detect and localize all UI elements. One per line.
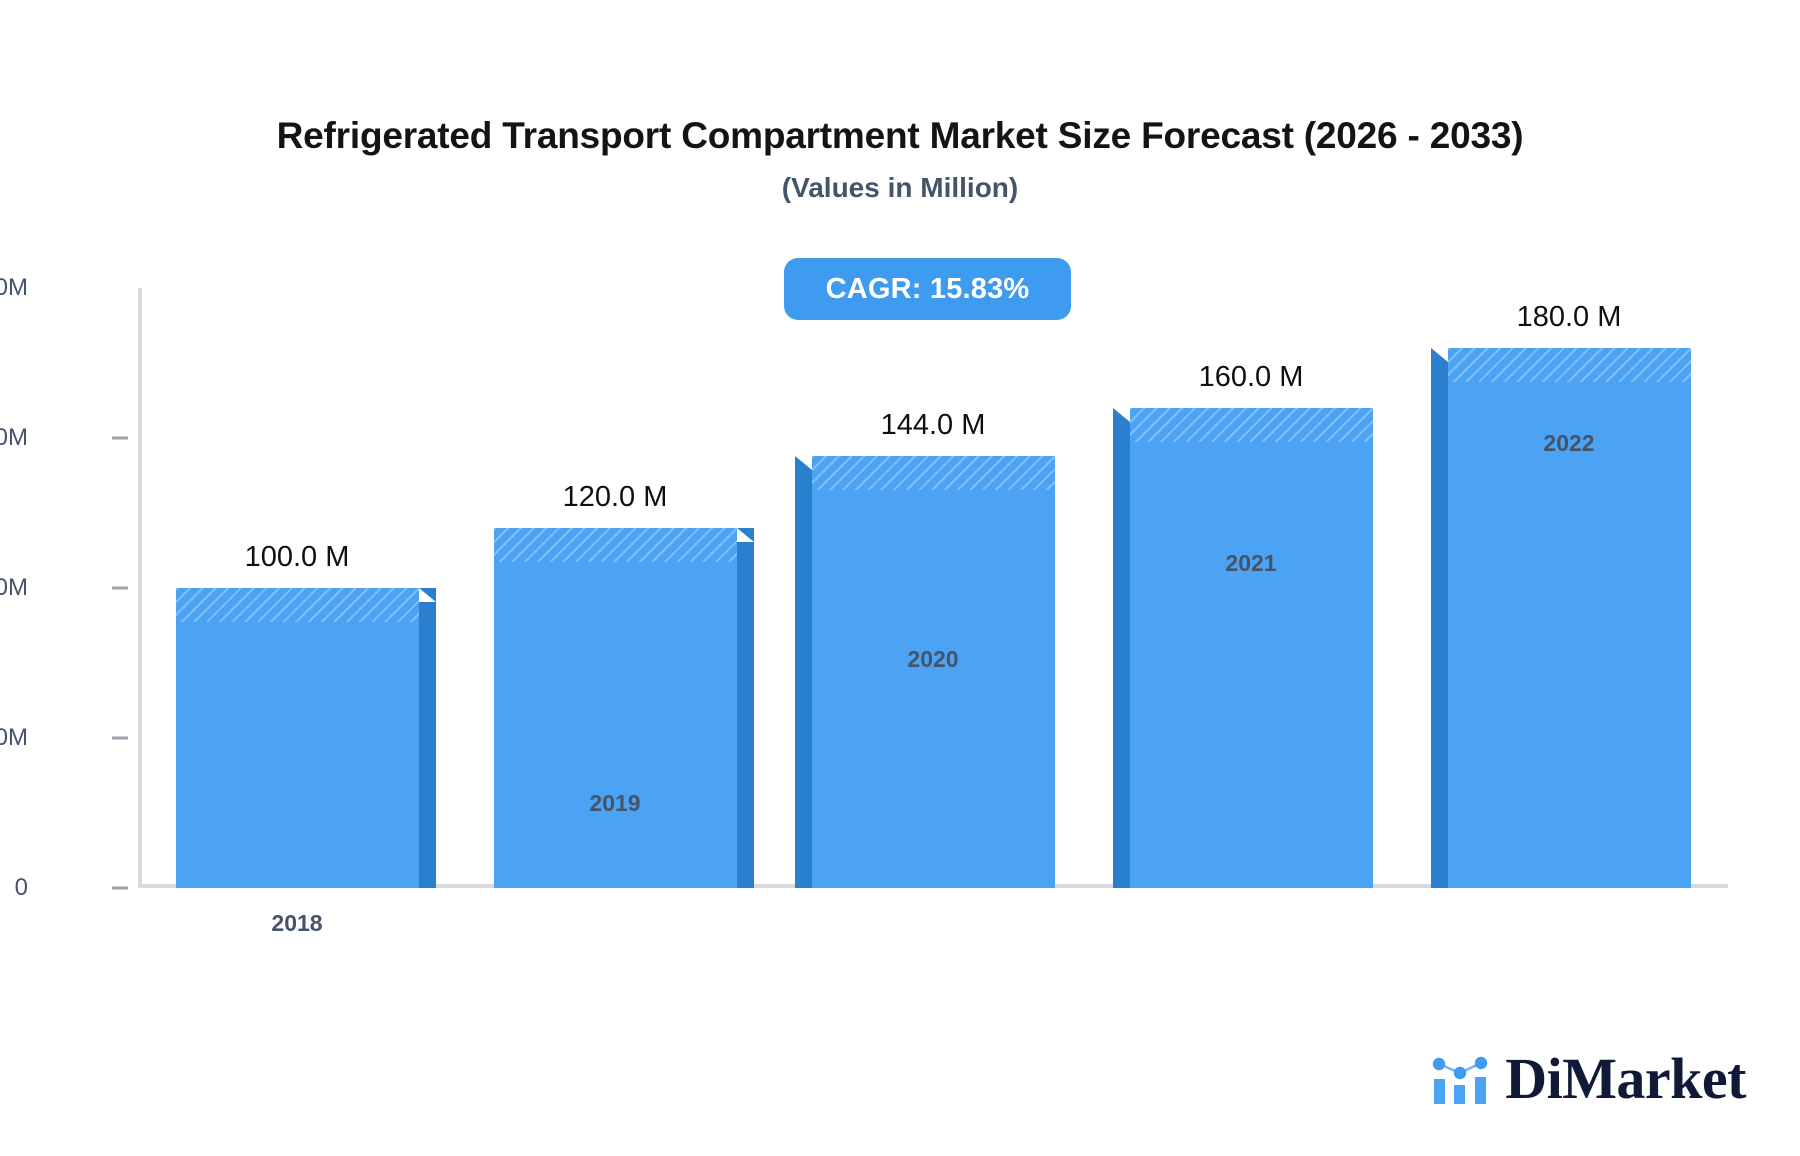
y-tick-label: 100.0M — [0, 574, 28, 601]
bar-2019[interactable]: 120.0 M 2019 — [493, 481, 754, 888]
bar-top-highlight — [1447, 348, 1691, 382]
bar-top-highlight — [493, 528, 737, 562]
chart-subtitle: (Values in Million) — [781, 172, 1019, 203]
x-tick-label: 2020 — [907, 646, 959, 672]
y-tick-label: 50.0M — [0, 724, 28, 751]
y-tick-mark — [112, 886, 128, 890]
bar-value-label: 180.0 M — [1516, 301, 1622, 333]
y-axis-line — [138, 288, 142, 888]
cagr-badge[interactable]: CAGR: 15.83% — [784, 258, 1071, 320]
bar-value-label: 160.0 M — [1198, 361, 1304, 393]
bar-side-face — [418, 602, 436, 888]
bar-series: 100.0 M 2018 120.0 M 2019 144.0 M 2020 160.0 M… — [138, 288, 1728, 936]
bar-2021[interactable]: 160.0 M 2021 — [1112, 361, 1373, 888]
bar-value-label: 120.0 M — [562, 481, 668, 513]
bar-side-cap — [794, 456, 812, 470]
bar-side-face — [736, 542, 754, 888]
y-tick-label: 200.0M — [0, 274, 28, 301]
plot-area: 0 50.0M 100.0M 150.0M 200.0M 100.0 M 2018 120.… — [0, 274, 1728, 936]
bar-side-cap — [418, 588, 436, 602]
bar-side-cap — [736, 528, 754, 542]
bar-value-label: 100.0 M — [244, 541, 350, 573]
bar-top-highlight — [175, 588, 419, 622]
bar-side-face — [794, 470, 812, 888]
bar-side-cap — [1112, 408, 1130, 422]
y-tick-label: 150.0M — [0, 424, 28, 451]
x-tick-label: 2022 — [1543, 430, 1595, 456]
bar-body — [175, 588, 419, 888]
x-tick-label: 2019 — [589, 790, 641, 816]
bar-body — [1129, 408, 1373, 888]
bar-chart-trend-icon — [1429, 1052, 1491, 1106]
brand-logo: DiMarket — [1429, 1050, 1746, 1108]
y-tick-mark — [112, 586, 128, 590]
brand-name: DiMarket — [1505, 1046, 1746, 1111]
bar-2020[interactable]: 144.0 M 2020 — [794, 409, 1055, 888]
x-tick-label: 2021 — [1225, 550, 1277, 576]
bar-side-cap — [1430, 348, 1448, 362]
bar-body — [1447, 348, 1691, 888]
bar-2018[interactable]: 100.0 M 2018 — [175, 541, 436, 936]
bar-side-face — [1112, 422, 1130, 888]
bar-top-highlight — [811, 456, 1055, 490]
y-tick-label: 0 — [14, 874, 28, 901]
bar-side-face — [1430, 362, 1448, 888]
bar-2022[interactable]: 180.0 M 2022 — [1430, 301, 1691, 888]
y-tick-mark — [112, 736, 128, 740]
y-tick-mark — [112, 436, 128, 440]
bar-value-label: 144.0 M — [880, 409, 986, 441]
bar-top-highlight — [1129, 408, 1373, 442]
bar-body — [493, 528, 737, 888]
x-tick-label: 2018 — [271, 910, 323, 936]
chart-title: Refrigerated Transport Compartment Marke… — [276, 115, 1524, 156]
